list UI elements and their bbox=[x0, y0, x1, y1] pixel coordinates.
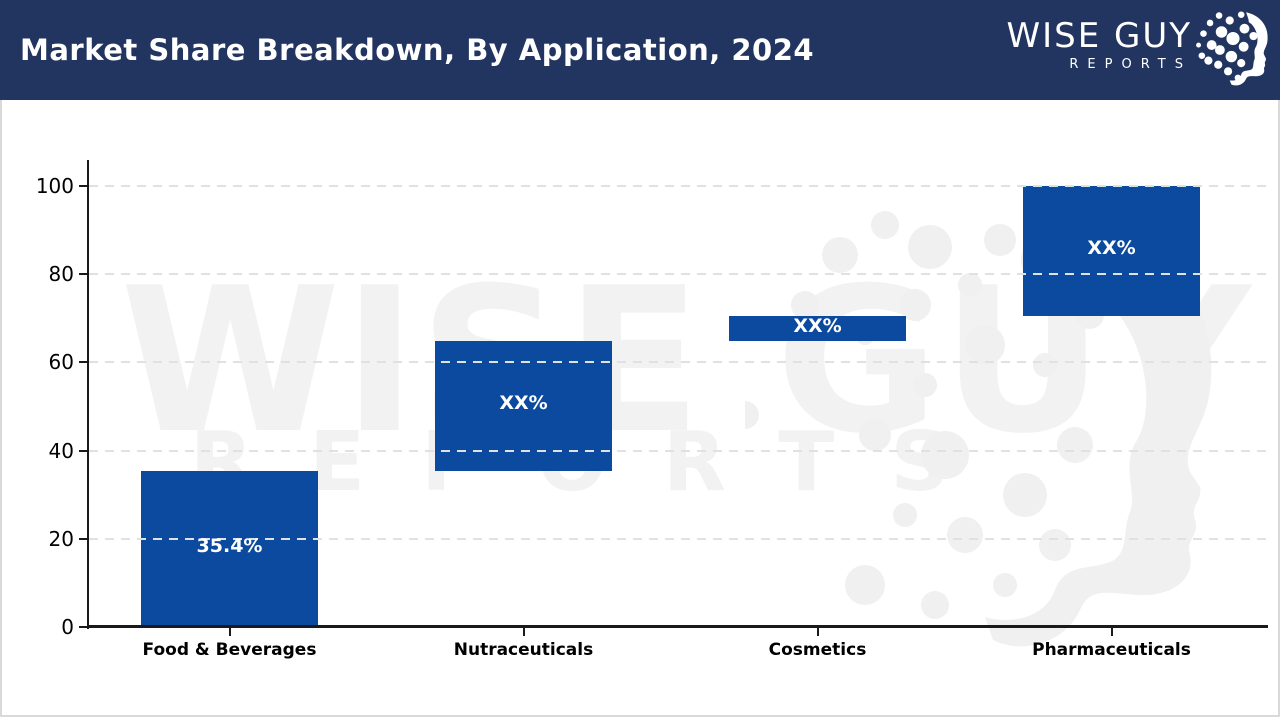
x-tick bbox=[228, 628, 231, 636]
y-tick-label: 80 bbox=[48, 262, 74, 287]
logo-head-icon bbox=[1196, 11, 1268, 86]
y-tick bbox=[79, 537, 88, 540]
y-tick-label: 60 bbox=[48, 350, 74, 375]
y-tick-label: 0 bbox=[61, 615, 74, 639]
x-tick bbox=[816, 628, 819, 636]
y-tick-label: 40 bbox=[48, 438, 74, 463]
gridline bbox=[89, 449, 1268, 452]
x-tick bbox=[522, 628, 525, 636]
gridline bbox=[89, 185, 1268, 187]
logo-subtitle: REPORTS bbox=[1069, 57, 1192, 72]
bar-2 bbox=[729, 316, 906, 342]
gridline bbox=[89, 273, 1268, 276]
y-tick bbox=[79, 273, 88, 276]
bar-0 bbox=[141, 470, 318, 627]
y-tick bbox=[79, 449, 88, 452]
bar-3 bbox=[1023, 186, 1200, 317]
x-category-label: Nutraceuticals bbox=[453, 640, 594, 660]
y-axis-line bbox=[87, 160, 89, 629]
y-tick-label: 100 bbox=[35, 174, 74, 198]
y-tick bbox=[79, 361, 88, 364]
x-tick bbox=[1110, 628, 1113, 636]
page-title: Market Share Breakdown, By Application, … bbox=[20, 33, 815, 67]
y-tick bbox=[79, 185, 88, 187]
x-axis-line bbox=[87, 625, 1268, 628]
gridline bbox=[89, 361, 1268, 364]
y-tick bbox=[79, 626, 88, 628]
bar-value-label: XX% bbox=[793, 314, 842, 337]
logo-wordmark: WISE GUY bbox=[1006, 16, 1192, 56]
x-category-label: Food & Beverages bbox=[142, 640, 317, 660]
wise-guy-logo: WISE GUY REPORTS bbox=[1006, 18, 1192, 72]
x-category-label: Cosmetics bbox=[768, 640, 867, 660]
gridline bbox=[89, 537, 1268, 540]
bar-value-label: 35.4% bbox=[196, 534, 263, 557]
bar-value-label: XX% bbox=[1087, 237, 1136, 260]
y-tick-label: 20 bbox=[48, 526, 74, 551]
bar-value-label: XX% bbox=[499, 392, 548, 415]
header-banner: Market Share Breakdown, By Application, … bbox=[0, 0, 1280, 100]
x-category-label: Pharmaceuticals bbox=[1032, 640, 1191, 660]
